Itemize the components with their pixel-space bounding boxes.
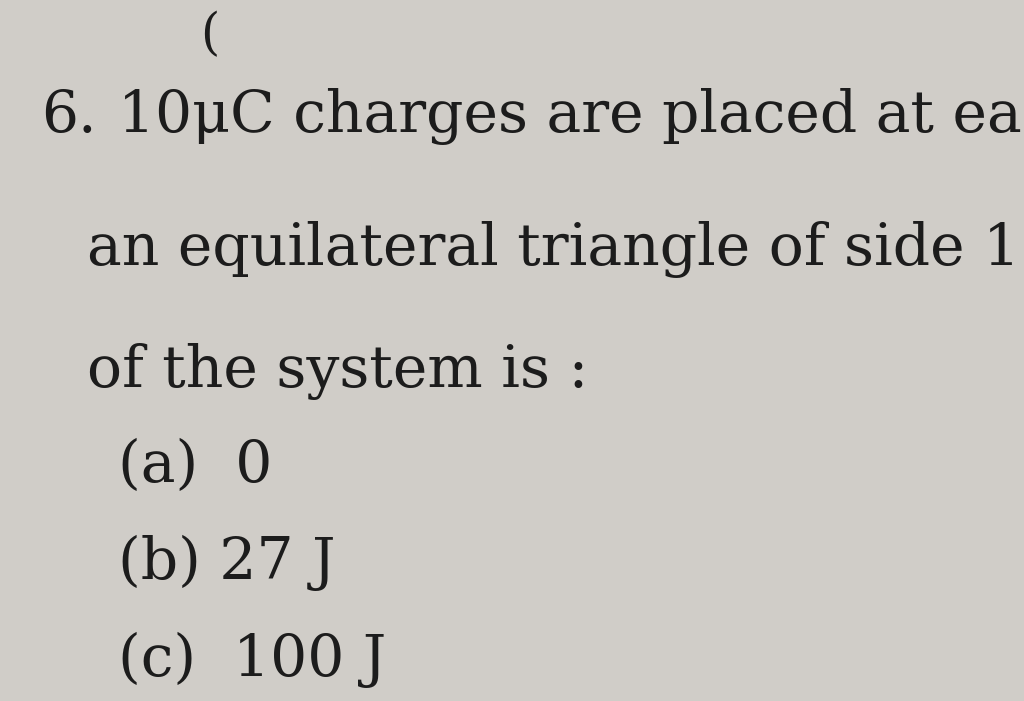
Text: of the system is :: of the system is : (87, 343, 589, 400)
Text: (c)  100 J: (c) 100 J (118, 632, 386, 688)
Text: (b) 27 J: (b) 27 J (118, 535, 335, 591)
Text: 6.: 6. (41, 88, 96, 144)
Text: 10μC charges are placed at each corner: 10μC charges are placed at each corner (118, 88, 1024, 144)
Text: (: ( (200, 11, 219, 60)
Text: (a)  0: (a) 0 (118, 438, 272, 494)
Text: an equilateral triangle of side 10 cm. Energ: an equilateral triangle of side 10 cm. E… (87, 221, 1024, 278)
